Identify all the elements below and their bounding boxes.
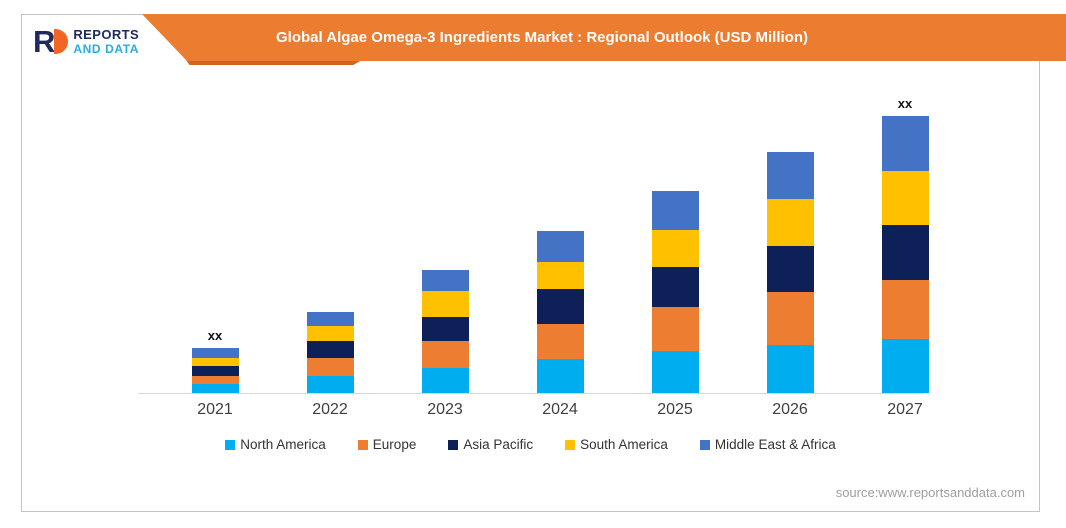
x-axis-label-2022: 2022 bbox=[312, 401, 348, 418]
bar-value-label-2027: xx bbox=[897, 96, 913, 111]
x-axis-label-2027: 2027 bbox=[887, 401, 923, 418]
x-axis-label-2021: 2021 bbox=[197, 401, 233, 418]
bar-2021 bbox=[191, 348, 239, 393]
legend: North America Europe Asia Pacific South Ame… bbox=[22, 437, 1039, 452]
x-axis-label-2023: 2023 bbox=[427, 401, 463, 418]
bar-segment-2025-south-america bbox=[651, 230, 699, 267]
plot-area: xx xx bbox=[138, 15, 929, 393]
bar-segment-2023-middle-east-africa bbox=[421, 270, 469, 291]
bar-segment-2026-south-america bbox=[766, 199, 814, 246]
bar-2027 bbox=[881, 116, 929, 393]
bar-2025 bbox=[651, 191, 699, 393]
legend-item-asia-pacific: Asia Pacific bbox=[448, 437, 533, 452]
legend-label: Asia Pacific bbox=[463, 437, 534, 452]
bar-segment-2021-middle-east-africa bbox=[191, 348, 239, 358]
bar-2022 bbox=[306, 312, 354, 393]
legend-item-middle-east-africa: Middle East & Africa bbox=[699, 437, 836, 452]
legend-label: North America bbox=[240, 437, 326, 452]
bar-segment-2025-europe bbox=[651, 307, 699, 351]
bar-segment-2027-north-america bbox=[881, 339, 929, 393]
bar-segment-2027-middle-east-africa bbox=[881, 116, 929, 171]
bar-segment-2022-north-america bbox=[306, 376, 354, 393]
x-axis-label-2025: 2025 bbox=[657, 401, 693, 418]
source-text: source:www.reportsanddata.com bbox=[835, 485, 1025, 500]
bar-segment-2024-middle-east-africa bbox=[536, 231, 584, 262]
bar-segment-2023-north-america bbox=[421, 368, 469, 393]
bar-segment-2021-north-america bbox=[191, 384, 239, 393]
bar-segment-2022-south-america bbox=[306, 326, 354, 341]
bar-segment-2021-south-america bbox=[191, 358, 239, 366]
bar-2026 bbox=[766, 152, 814, 393]
bar-segment-2025-middle-east-africa bbox=[651, 191, 699, 230]
x-axis-line bbox=[138, 393, 924, 394]
x-axis-label-2024: 2024 bbox=[542, 401, 578, 418]
logo-mark: R bbox=[33, 23, 69, 59]
bar-segment-2024-south-america bbox=[536, 262, 584, 289]
bar-segment-2026-europe bbox=[766, 292, 814, 345]
chart-title: Global Algae Omega-3 Ingredients Market … bbox=[275, 29, 808, 46]
logo-text: REPORTS AND DATA bbox=[73, 28, 139, 55]
bar-segment-2022-middle-east-africa bbox=[306, 312, 354, 326]
logo-line1: REPORTS bbox=[73, 27, 140, 42]
legend-swatch-icon bbox=[225, 439, 236, 450]
bar-segment-2021-europe bbox=[191, 376, 239, 384]
legend-label: Middle East & Africa bbox=[714, 437, 836, 452]
legend-label: South America bbox=[580, 437, 668, 452]
bar-segment-2023-south-america bbox=[421, 291, 469, 317]
legend-swatch-icon bbox=[357, 439, 368, 450]
logo-r-glyph: R bbox=[33, 23, 55, 59]
bar-segment-2027-asia-pacific bbox=[881, 225, 929, 280]
logo-d-glyph bbox=[54, 29, 69, 54]
legend-swatch-icon bbox=[699, 439, 710, 450]
bar-segment-2022-europe bbox=[306, 358, 354, 376]
legend-swatch-icon bbox=[448, 439, 459, 450]
legend-item-europe: Europe bbox=[357, 437, 417, 452]
bar-segment-2024-europe bbox=[536, 324, 584, 359]
logo-line2: AND DATA bbox=[73, 42, 140, 56]
bar-segment-2025-asia-pacific bbox=[651, 267, 699, 307]
bar-segment-2022-asia-pacific bbox=[306, 341, 354, 358]
bar-segment-2023-europe bbox=[421, 341, 469, 368]
bar-segment-2026-north-america bbox=[766, 345, 814, 393]
bar-value-label-2021: xx bbox=[207, 328, 223, 343]
bar-segment-2026-middle-east-africa bbox=[766, 152, 814, 199]
bar-segment-2024-asia-pacific bbox=[536, 289, 584, 324]
bar-segment-2023-asia-pacific bbox=[421, 317, 469, 341]
legend-label: Europe bbox=[372, 437, 417, 452]
banner-fold bbox=[186, 60, 362, 65]
chart-card: xx xx 2021 2022 2023 2024 2025 2026 2027 North … bbox=[21, 14, 1040, 512]
bar-2023 bbox=[421, 270, 469, 393]
bar-segment-2027-europe bbox=[881, 280, 929, 339]
legend-item-north-america: North America bbox=[225, 437, 326, 452]
title-banner: Global Algae Omega-3 Ingredients Market … bbox=[142, 14, 1066, 61]
reports-and-data-logo[interactable]: R REPORTS AND DATA bbox=[33, 23, 139, 59]
bar-segment-2027-south-america bbox=[881, 171, 929, 225]
legend-swatch-icon bbox=[565, 439, 576, 450]
bar-segment-2024-north-america bbox=[536, 359, 584, 393]
legend-item-south-america: South America bbox=[565, 437, 668, 452]
bar-segment-2026-asia-pacific bbox=[766, 246, 814, 292]
bar-segment-2025-north-america bbox=[651, 351, 699, 393]
x-axis-label-2026: 2026 bbox=[772, 401, 808, 418]
bar-2024 bbox=[536, 231, 584, 393]
bar-segment-2021-asia-pacific bbox=[191, 366, 239, 376]
